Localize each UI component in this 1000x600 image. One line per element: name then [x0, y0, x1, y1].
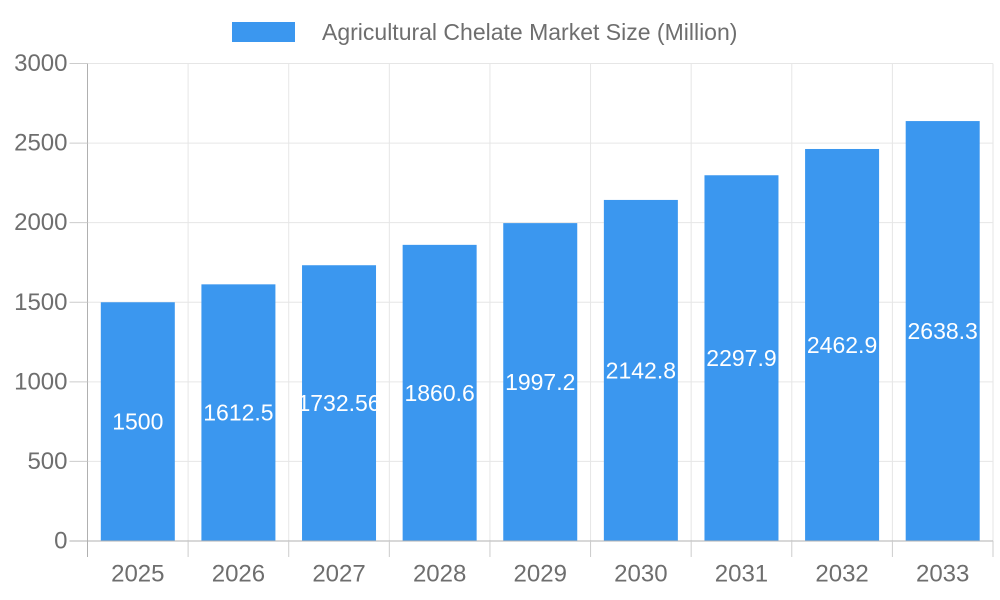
bar[interactable] — [100, 302, 175, 541]
bar-value-label: 1860.6 — [404, 380, 474, 406]
x-axis-label: 2033 — [916, 561, 969, 588]
y-axis-label: 2000 — [14, 209, 67, 236]
x-axis-label: 2029 — [514, 561, 567, 588]
bar[interactable] — [302, 265, 377, 541]
y-axis-label: 1500 — [14, 289, 67, 316]
legend-series-label: Agricultural Chelate Market Size (Millio… — [322, 18, 738, 45]
bar[interactable] — [603, 199, 678, 541]
legend-swatch — [232, 22, 295, 42]
bar-value-label: 2638.3 — [908, 318, 978, 344]
bar[interactable] — [503, 223, 578, 541]
x-axis-label: 2031 — [715, 561, 768, 588]
y-axis-label: 0 — [54, 528, 67, 555]
y-axis-label: 3000 — [14, 50, 67, 77]
x-axis-label: 2030 — [614, 561, 667, 588]
bar-value-label: 2462.9 — [807, 332, 877, 358]
x-axis-label: 2026 — [212, 561, 265, 588]
x-axis-label: 2028 — [413, 561, 466, 588]
x-axis-label: 2027 — [312, 561, 365, 588]
x-axis-label: 2032 — [815, 561, 868, 588]
bar[interactable] — [704, 175, 779, 541]
bar[interactable] — [905, 121, 980, 541]
y-axis-label: 500 — [27, 448, 67, 475]
bar-value-label: 2142.8 — [606, 357, 676, 383]
x-axis-label: 2025 — [111, 561, 164, 588]
bar[interactable] — [201, 284, 276, 541]
bar-value-label: 1732.56 — [297, 390, 380, 416]
y-axis-label: 1000 — [14, 368, 67, 395]
bar-value-label: 2297.9 — [706, 345, 776, 371]
bar-value-label: 1612.5 — [203, 400, 273, 426]
bar[interactable] — [805, 148, 880, 542]
bar[interactable] — [402, 244, 477, 542]
bar-value-label: 1500 — [112, 409, 163, 435]
bar-value-label: 1997.2 — [505, 369, 575, 395]
legend: Agricultural Chelate Market Size (Millio… — [232, 12, 737, 52]
y-axis-label: 2500 — [14, 130, 67, 157]
